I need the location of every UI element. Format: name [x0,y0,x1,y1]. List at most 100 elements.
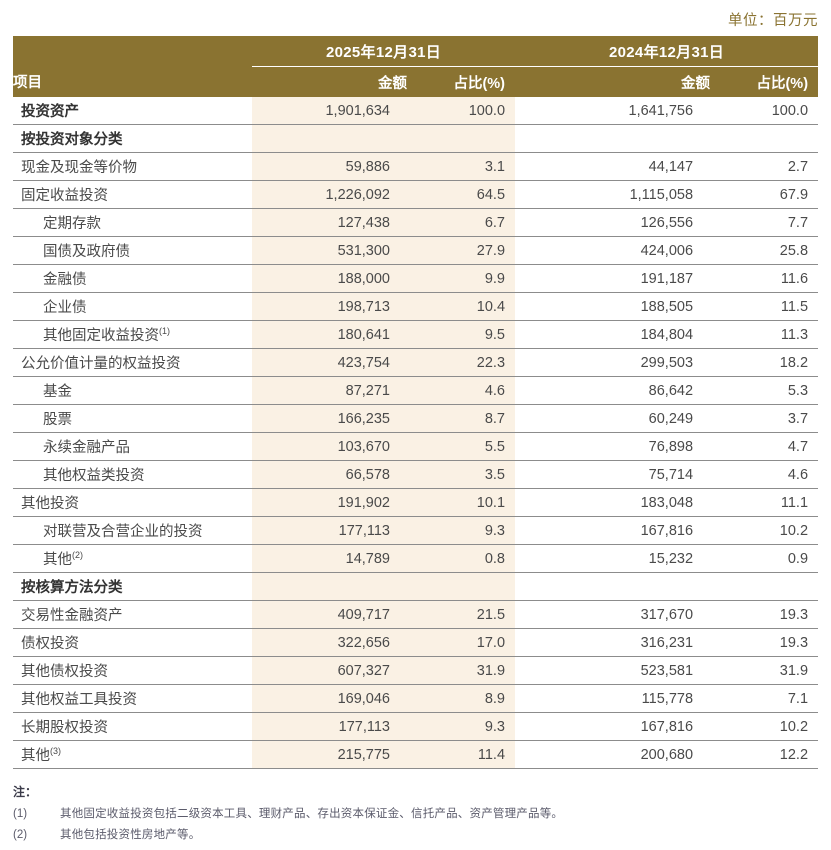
row-amount-2024: 75,714 [515,460,711,489]
row-pct-2024: 25.8 [710,236,819,265]
table-row: 股票 166,235 8.7 60,249 3.7 [13,404,819,433]
table-header-year-row: 2025年12月31日 2024年12月31日 [13,36,819,67]
row-pct-2024: 2.7 [710,152,819,181]
row-label: 永续金融产品 [13,432,252,461]
row-amount-2024: 115,778 [515,684,711,713]
row-amount-2024: 191,187 [515,264,711,293]
table-header-sub-row: 项目 金额 占比(%) 金额 占比(%) [13,66,819,97]
row-pct-2024: 7.1 [710,684,819,713]
row-amount-2024 [515,572,711,601]
row-amount-2024: 317,670 [515,600,711,629]
row-label: 其他权益工具投资 [13,684,252,713]
row-label: 公允价值计量的权益投资 [13,348,252,377]
row-pct-2024: 10.2 [710,712,819,741]
row-pct-2025: 9.3 [407,712,516,741]
row-pct-2025: 3.5 [407,460,516,489]
footnote-marker: (3) [50,746,61,757]
row-amount-2024: 1,641,756 [515,97,711,125]
row-amount-2024: 1,115,058 [515,180,711,209]
row-label: 固定收益投资 [13,180,252,209]
row-amount-2024: 167,816 [515,516,711,545]
row-amount-2024: 44,147 [515,152,711,181]
row-pct-2025: 11.4 [407,740,516,769]
row-amount-2024: 184,804 [515,320,711,349]
row-label: 国债及政府债 [13,236,252,265]
row-amount-2024: 15,232 [515,544,711,573]
row-label: 股票 [13,404,252,433]
table-row: 对联营及合营企业的投资 177,113 9.3 167,816 10.2 [13,516,819,545]
row-label: 企业债 [13,292,252,321]
row-amount-2024: 316,231 [515,628,711,657]
row-pct-2025: 17.0 [407,628,516,657]
row-pct-2024: 11.5 [710,292,819,321]
row-amount-2025: 322,656 [252,628,407,657]
table-row: 公允价值计量的权益投资 423,754 22.3 299,503 18.2 [13,348,819,377]
row-pct-2024: 10.2 [710,516,819,545]
footnote-marker: (1) [159,326,170,337]
table-row: 永续金融产品 103,670 5.5 76,898 4.7 [13,432,819,461]
row-pct-2024: 18.2 [710,348,819,377]
row-label: 投资资产 [13,97,252,125]
row-amount-2025 [252,572,407,601]
unit-note: 单位：百万元 [728,13,818,29]
row-amount-2024 [515,124,711,153]
row-pct-2024 [710,124,819,153]
row-label: 长期股权投资 [13,712,252,741]
row-amount-2025: 127,438 [252,208,407,237]
footnotes-label: 注： [13,785,38,799]
row-pct-2025: 9.5 [407,320,516,349]
row-amount-2025: 215,775 [252,740,407,769]
row-label: 现金及现金等价物 [13,152,252,181]
row-label: 交易性金融资产 [13,600,252,629]
row-pct-2025: 21.5 [407,600,516,629]
investment-assets-table-wrapper: 2025年12月31日 2024年12月31日 项目 金额 占比(%) 金额 占… [13,36,819,769]
row-pct-2025: 6.7 [407,208,516,237]
row-pct-2024: 7.7 [710,208,819,237]
table-row: 定期存款 127,438 6.7 126,556 7.7 [13,208,819,237]
row-amount-2025: 14,789 [252,544,407,573]
table-row: 其他债权投资 607,327 31.9 523,581 31.9 [13,656,819,685]
header-spacer [13,36,252,67]
footnote-text: 其他包括投资性房地产等。 [60,828,201,841]
row-amount-2025: 1,226,092 [252,180,407,209]
row-pct-2024 [710,572,819,601]
row-label: 金融债 [13,264,252,293]
row-pct-2024: 4.6 [710,460,819,489]
row-amount-2024: 523,581 [515,656,711,685]
row-amount-2025: 166,235 [252,404,407,433]
header-pct-2024: 占比(%) [710,66,819,97]
row-amount-2025 [252,124,407,153]
row-pct-2025: 3.1 [407,152,516,181]
row-amount-2024: 76,898 [515,432,711,461]
row-amount-2024: 299,503 [515,348,711,377]
footnote-item: (2) 其他包括投资性房地产等。 [13,829,823,843]
row-pct-2025: 64.5 [407,180,516,209]
row-pct-2025 [407,124,516,153]
row-amount-2025: 1,901,634 [252,97,407,125]
row-amount-2025: 169,046 [252,684,407,713]
row-amount-2025: 191,902 [252,488,407,517]
row-pct-2025: 31.9 [407,656,516,685]
row-pct-2024: 100.0 [710,97,819,125]
row-label: 定期存款 [13,208,252,237]
row-pct-2025 [407,572,516,601]
row-label: 其他权益类投资 [13,460,252,489]
row-amount-2025: 59,886 [252,152,407,181]
row-amount-2025: 409,717 [252,600,407,629]
table-row: 其他(3) 215,775 11.4 200,680 12.2 [13,740,819,769]
header-amount-2024: 金额 [515,66,711,97]
row-pct-2024: 31.9 [710,656,819,685]
row-pct-2024: 5.3 [710,376,819,405]
row-label: 按核算方法分类 [13,572,252,601]
table-row: 企业债 198,713 10.4 188,505 11.5 [13,292,819,321]
row-amount-2024: 126,556 [515,208,711,237]
footnotes: 注： (1) 其他固定收益投资包括二级资本工具、理财产品、存出资本保证金、信托产品… [13,783,823,850]
row-pct-2024: 11.3 [710,320,819,349]
table-row: 长期股权投资 177,113 9.3 167,816 10.2 [13,712,819,741]
row-label: 其他(3) [13,740,252,769]
table-row: 按核算方法分类 [13,572,819,601]
row-amount-2025: 177,113 [252,712,407,741]
table-row: 投资资产 1,901,634 100.0 1,641,756 100.0 [13,97,819,125]
row-amount-2024: 86,642 [515,376,711,405]
